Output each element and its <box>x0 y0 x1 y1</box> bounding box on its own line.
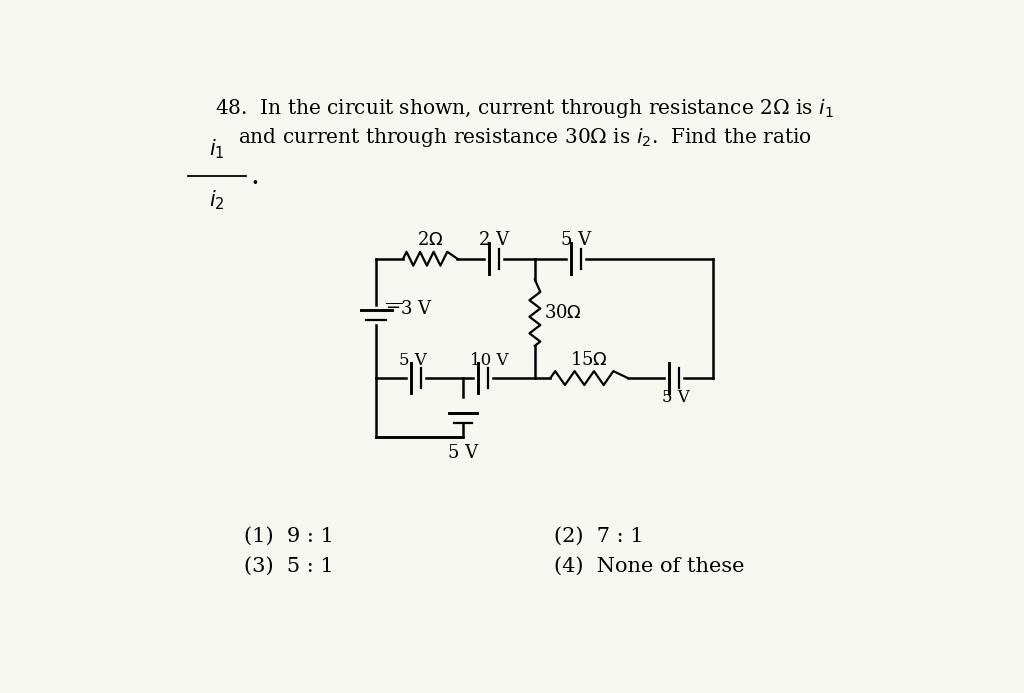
Text: $i_1$: $i_1$ <box>209 137 225 161</box>
Text: (2)  7 : 1: (2) 7 : 1 <box>554 527 644 545</box>
Text: 5 V: 5 V <box>449 444 478 462</box>
Text: and current through resistance 30Ω is $i_2$.  Find the ratio: and current through resistance 30Ω is $i… <box>238 125 812 148</box>
Text: 2$\Omega$: 2$\Omega$ <box>417 231 443 249</box>
Text: 10 V: 10 V <box>470 352 508 369</box>
Text: 5 V: 5 V <box>663 389 690 406</box>
Text: 5 V: 5 V <box>398 352 426 369</box>
Text: $\overline{-}$3 V: $\overline{-}$3 V <box>385 300 433 318</box>
Text: .: . <box>251 163 259 190</box>
Text: (3)  5 : 1: (3) 5 : 1 <box>245 557 334 576</box>
Text: 15$\Omega$: 15$\Omega$ <box>570 351 608 369</box>
Text: $i_2$: $i_2$ <box>209 188 225 212</box>
Text: (1)  9 : 1: (1) 9 : 1 <box>245 527 334 545</box>
Text: 30$\Omega$: 30$\Omega$ <box>544 304 582 322</box>
Text: 48.  In the circuit shown, current through resistance 2Ω is $i_1$: 48. In the circuit shown, current throug… <box>215 97 835 120</box>
Text: (4)  None of these: (4) None of these <box>554 557 744 576</box>
Text: 2 V: 2 V <box>479 231 509 249</box>
Text: 5 V: 5 V <box>561 231 591 249</box>
